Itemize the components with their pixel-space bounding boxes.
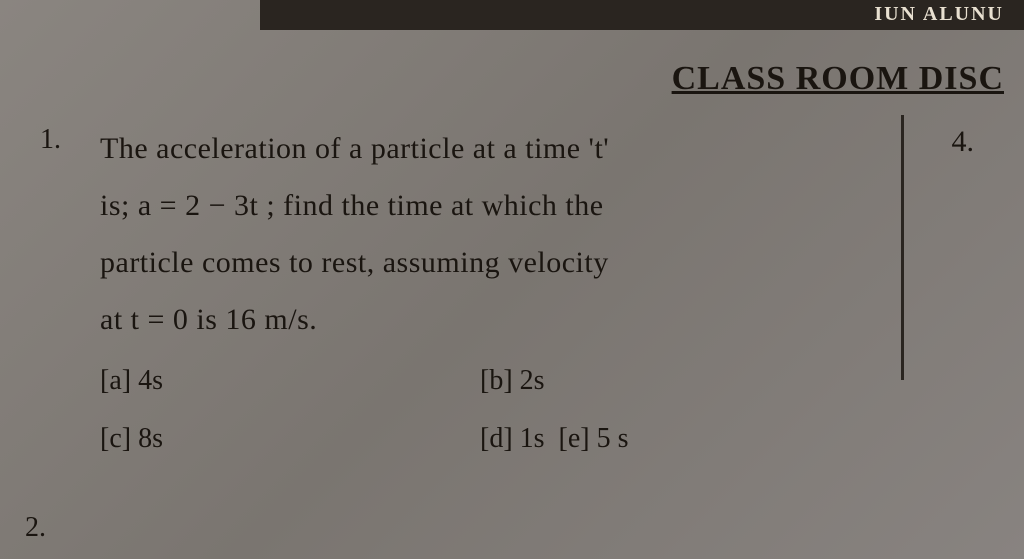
top-bar-text: IUN ALUNU bbox=[874, 3, 1004, 25]
option-d-text: [d] 1s bbox=[480, 423, 545, 454]
question-1-line-2: is; a = 2 − 3t ; find the time at which … bbox=[100, 177, 840, 234]
option-a: [a] 4s bbox=[100, 356, 480, 406]
option-c: [c] 8s bbox=[100, 414, 480, 464]
question-1-line-3: particle comes to rest, assuming velocit… bbox=[100, 234, 840, 291]
option-d: [d] 1s [e] 5 s bbox=[480, 414, 629, 464]
top-dark-bar: IUN ALUNU bbox=[260, 0, 1024, 30]
option-e-text: [e] 5 s bbox=[559, 423, 629, 454]
question-1: 1. The acceleration of a particle at a t… bbox=[20, 120, 1004, 465]
document-page: IUN ALUNU CLASS ROOM DISC 4. 1. The acce… bbox=[0, 0, 1024, 559]
question-1-line-1: The acceleration of a particle at a time… bbox=[100, 120, 840, 177]
question-area: 1. The acceleration of a particle at a t… bbox=[20, 120, 1004, 465]
section-heading: CLASS ROOM DISC bbox=[672, 60, 1004, 98]
question-2-number: 2. bbox=[25, 512, 46, 544]
question-1-body: The acceleration of a particle at a time… bbox=[100, 120, 860, 465]
question-1-number: 1. bbox=[20, 120, 100, 156]
option-b: [b] 2s bbox=[480, 356, 545, 406]
question-1-line-4: at t = 0 is 16 m/s. bbox=[100, 291, 840, 348]
options-row-1: [a] 4s [b] 2s bbox=[100, 356, 840, 406]
options-row-2: [c] 8s [d] 1s [e] 5 s bbox=[100, 414, 840, 464]
